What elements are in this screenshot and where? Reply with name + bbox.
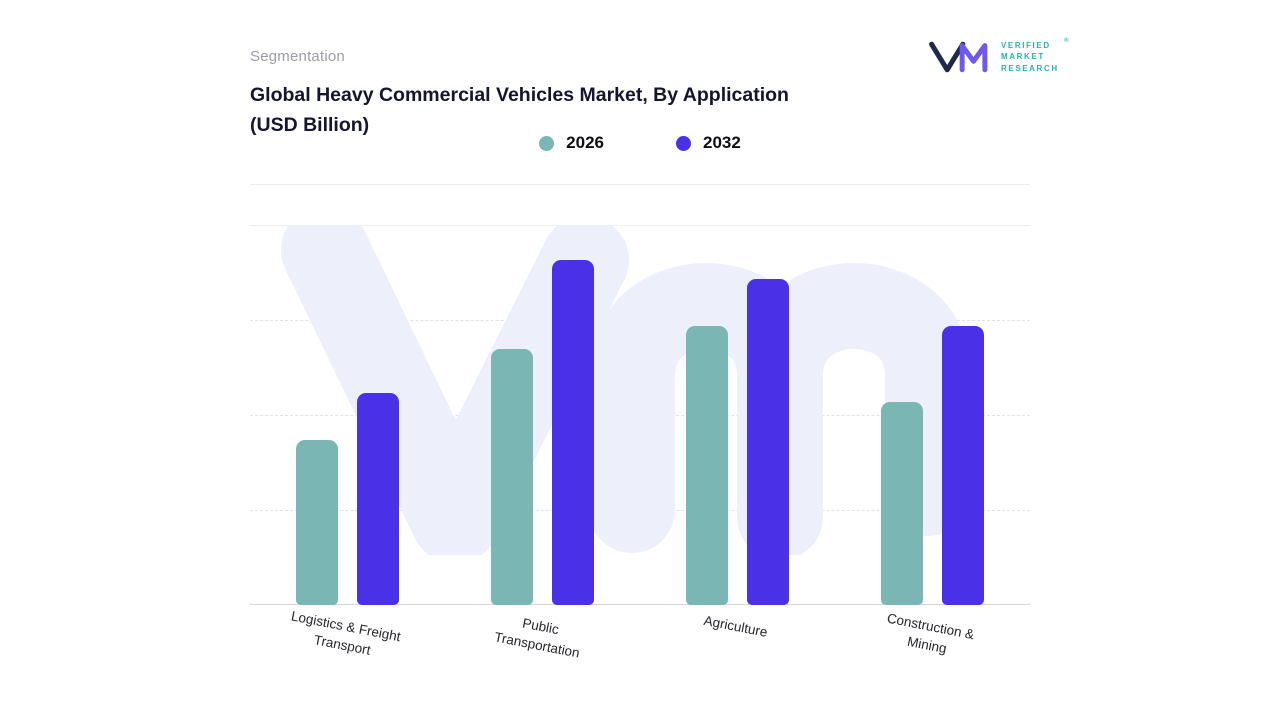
bar-group bbox=[686, 225, 789, 605]
x-axis-label: Construction & Mining bbox=[885, 610, 976, 657]
x-axis-label-cell: Logistics & Freight Transport bbox=[250, 608, 445, 700]
brand-word-research: RESEARCH bbox=[1001, 63, 1059, 73]
bar-2026-2 bbox=[686, 326, 728, 605]
bar-groups bbox=[250, 225, 1030, 605]
bar-2032-2 bbox=[747, 278, 789, 605]
bar-2026-0 bbox=[296, 440, 338, 605]
gridline bbox=[250, 225, 1030, 226]
bar-group bbox=[491, 225, 594, 605]
bar-group bbox=[881, 225, 984, 605]
legend-item-2026: 2026 bbox=[539, 133, 604, 153]
x-axis-label-cell: Public Transportation bbox=[445, 610, 640, 700]
x-axis-label: Public Transportation bbox=[493, 615, 582, 661]
x-axis-label-cell: Construction & Mining bbox=[835, 610, 1030, 700]
bar-2026-3 bbox=[881, 402, 923, 605]
registered-mark: ® bbox=[1064, 37, 1069, 44]
page-title-line1: Global Heavy Commercial Vehicles Market,… bbox=[250, 84, 789, 106]
legend-swatch-icon bbox=[539, 135, 555, 151]
x-axis-label: Agriculture bbox=[702, 612, 769, 640]
page-title-line2: (USD Billion) bbox=[250, 114, 370, 137]
x-axis-label: Logistics & Freight Transport bbox=[289, 608, 402, 658]
x-axis-labels: Logistics & Freight Transport Public Transp… bbox=[250, 608, 1030, 700]
plot-area bbox=[250, 225, 1030, 605]
legend-label: 2026 bbox=[566, 133, 604, 152]
bar-2032-3 bbox=[942, 326, 984, 605]
page-title: Global Heavy Commercial Vehicles Market,… bbox=[250, 80, 930, 140]
bar-2032-0 bbox=[357, 392, 399, 605]
bar-2026-1 bbox=[491, 348, 533, 605]
brand-wordmark: VERIFIED MARKET RESEARCH ® bbox=[1001, 38, 1069, 75]
brand-logo: VERIFIED MARKET RESEARCH ® bbox=[928, 36, 1069, 78]
x-axis-baseline bbox=[250, 604, 1030, 605]
brand-word-verified: VERIFIED bbox=[1001, 40, 1051, 50]
legend-swatch-icon bbox=[676, 135, 691, 151]
bar-group bbox=[296, 225, 399, 605]
eyebrow-label: Segmentation bbox=[250, 48, 345, 65]
vmr-monogram-icon bbox=[929, 41, 988, 73]
x-axis-label-cell: Agriculture bbox=[640, 610, 835, 700]
legend-item-2032: 2032 bbox=[676, 133, 741, 153]
bar-2032-1 bbox=[552, 259, 594, 605]
chart-legend: 2026 2032 bbox=[250, 133, 1030, 153]
brand-word-market: MARKET bbox=[1001, 52, 1045, 62]
divider bbox=[250, 184, 1030, 185]
legend-label: 2032 bbox=[703, 133, 741, 152]
